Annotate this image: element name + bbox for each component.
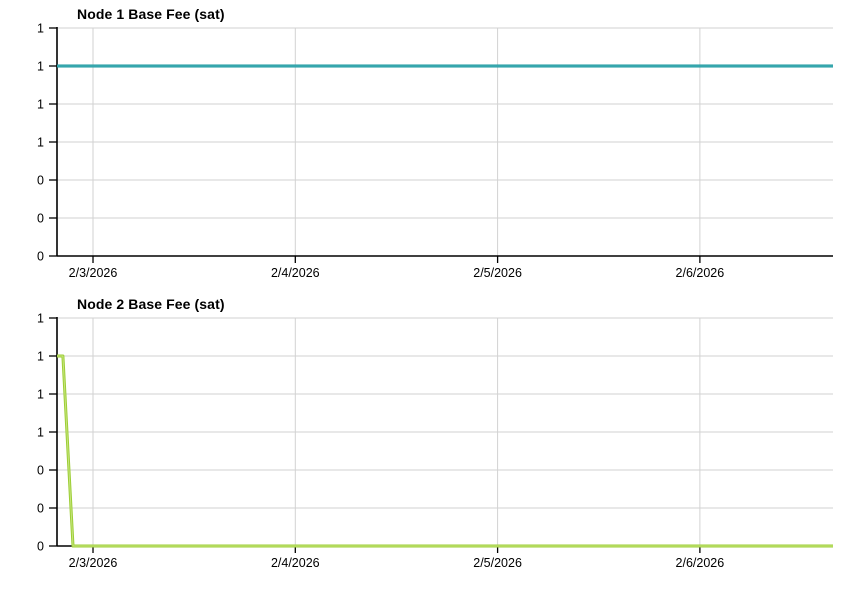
y-tick-label: 0 bbox=[37, 540, 44, 554]
x-tick-label: 2/6/2026 bbox=[676, 556, 725, 570]
chart-plot-node1: 1 1 1 1 0 0 0 2/3/2026 2/4/2026 2/5/2026 2/6/2026 bbox=[37, 22, 833, 280]
x-tick-label: 2/5/2026 bbox=[473, 556, 522, 570]
y-tick-label: 1 bbox=[37, 350, 44, 364]
chart-section-node1: Node 1 Base Fee (sat) 1 1 1 1 0 0 0 2/3/2026 2/4… bbox=[0, 0, 860, 290]
y-tick-label: 1 bbox=[37, 136, 44, 150]
y-tick-label: 1 bbox=[37, 98, 44, 112]
y-tick-label: 0 bbox=[37, 174, 44, 188]
y-tick-label: 0 bbox=[37, 250, 44, 264]
series-line-highlight bbox=[57, 355, 833, 547]
x-tick-label: 2/6/2026 bbox=[676, 266, 725, 280]
series-line bbox=[57, 354, 833, 548]
y-tick-label: 1 bbox=[37, 388, 44, 402]
y-tick-label: 0 bbox=[37, 212, 44, 226]
x-tick-label: 2/5/2026 bbox=[473, 266, 522, 280]
chart-section-node2: Node 2 Base Fee (sat) 1 1 1 1 0 0 0 2/3/2026 2/4… bbox=[0, 290, 860, 600]
chart-title-node1: Node 1 Base Fee (sat) bbox=[77, 6, 225, 22]
chart-title-node2: Node 2 Base Fee (sat) bbox=[77, 296, 225, 312]
y-tick-label: 1 bbox=[37, 312, 44, 326]
x-tick-label: 2/3/2026 bbox=[69, 556, 118, 570]
x-tick-label: 2/4/2026 bbox=[271, 266, 320, 280]
y-tick-label: 1 bbox=[37, 22, 44, 36]
y-tick-label: 0 bbox=[37, 502, 44, 516]
y-tick-label: 1 bbox=[37, 60, 44, 74]
chart-plot-node2: 1 1 1 1 0 0 0 2/3/2026 2/4/2026 2/5/2026 2/6/2026 bbox=[37, 312, 833, 570]
y-tick-label: 0 bbox=[37, 464, 44, 478]
y-tick-label: 1 bbox=[37, 426, 44, 440]
x-tick-label: 2/3/2026 bbox=[69, 266, 118, 280]
x-tick-label: 2/4/2026 bbox=[271, 556, 320, 570]
